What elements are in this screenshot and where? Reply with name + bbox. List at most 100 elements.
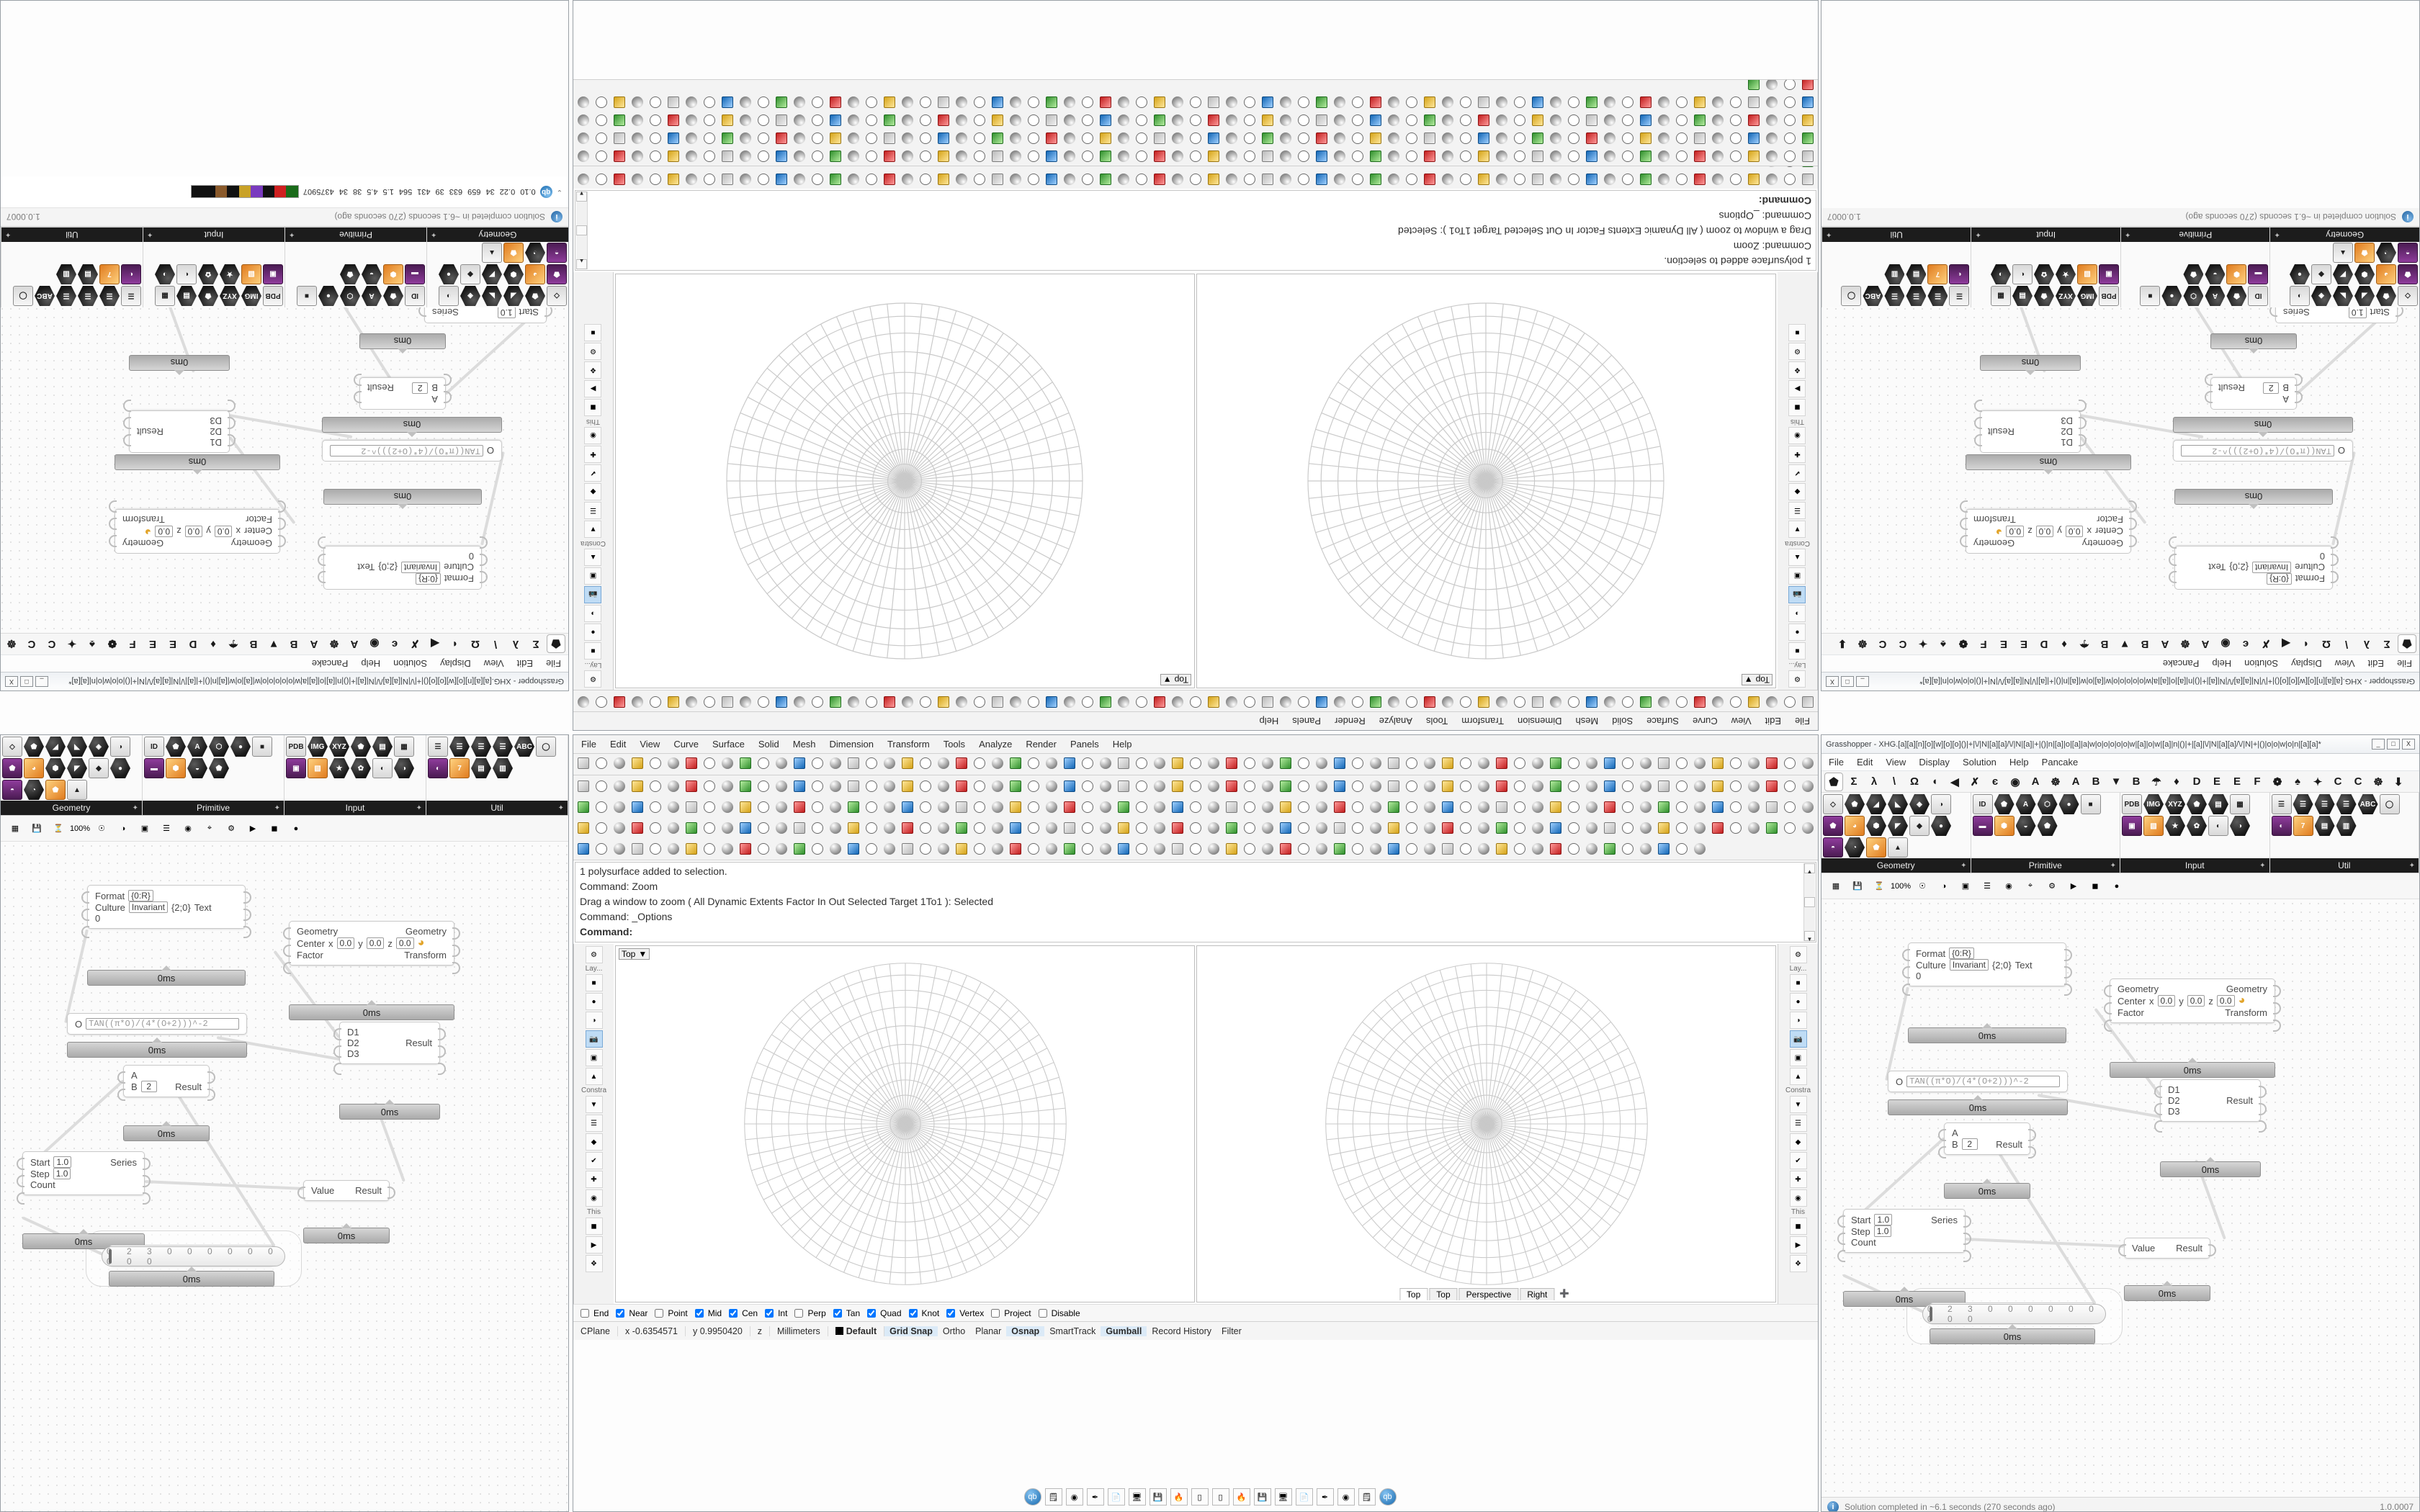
rhino-tool-icon-144[interactable] [683, 819, 700, 837]
osnap-checkbox-cen[interactable] [729, 1308, 738, 1318]
rhino-tool-icon-2[interactable] [611, 755, 628, 772]
gh-component-format-number[interactable]: Format {0:R} Culture Invariant {2;0} Text 0 [81, 885, 251, 938]
gh-tab-19[interactable]: E [169, 638, 177, 650]
rhino-tool-icon-92[interactable] [989, 798, 1006, 816]
gh-output-port-0[interactable] [243, 891, 251, 904]
rhino-tool-icon-206[interactable] [1799, 819, 1816, 837]
rhino-tool-icon-67[interactable] [1781, 778, 1798, 795]
gh-expression-expression-evaluator[interactable]: O TAN((π*O)/(4*(O+2)))^-2 [67, 1013, 247, 1035]
gh-tab-3[interactable]: \ [2344, 638, 2349, 650]
gh-component-icon-input-5[interactable]: ▦ [155, 286, 175, 306]
gh-input-port-1[interactable] [278, 518, 286, 530]
gh-component-icon-util-1[interactable]: ☰ [99, 286, 120, 306]
rhino-tool-icon-220[interactable] [1565, 94, 1582, 111]
gh-output-port-0[interactable] [2064, 949, 2072, 961]
gh-tab-0[interactable]: ⬟ [2398, 634, 2416, 654]
rhino-tool-icon-59[interactable] [1637, 755, 1654, 772]
gh-component-icon-primitive-1[interactable]: ⬟ [166, 737, 186, 757]
gh-component-division-operator[interactable]: D1 D2 Result D3 [333, 1022, 446, 1075]
rhino-tool-icon-22[interactable] [971, 755, 988, 772]
rhino-tool-icon-32[interactable] [1151, 755, 1168, 772]
rhino-toolbar-b-top[interactable] [573, 166, 1818, 189]
gh-canvas-tool-5[interactable]: ◑ [1941, 881, 1947, 891]
rhino-tool-icon-181[interactable] [1025, 112, 1042, 129]
rhino-menu-analyze[interactable]: Analyze [979, 739, 1013, 750]
viewport-label-2[interactable]: Top ▼ [1160, 674, 1191, 685]
gh-component-icon-input-7[interactable]: ▧ [2077, 264, 2097, 284]
rhino-tool-icon-29[interactable] [1277, 171, 1294, 188]
gh-tab-4[interactable]: Ω [2321, 638, 2331, 650]
rhino-tool-icon-14[interactable] [1547, 693, 1564, 711]
rhino-tool-icon-192[interactable] [827, 112, 844, 129]
gh-output-port-1[interactable] [109, 518, 117, 530]
rhino-side-icon-3[interactable]: ◑ [585, 1012, 603, 1029]
gh-component-icon-primitive-0[interactable]: ID [2248, 286, 2269, 306]
pin-icon[interactable]: ✦ [2274, 230, 2280, 239]
rhino-tool-icon-9[interactable] [1637, 148, 1654, 165]
gh-input-port-2[interactable] [2104, 1020, 2112, 1032]
rhino-tool-icon-266[interactable] [1637, 840, 1654, 858]
rhino-tool-icon-50[interactable] [899, 148, 916, 165]
gh-tab-2[interactable]: λ [2363, 638, 2370, 650]
rhino-tool-icon-58[interactable] [1619, 778, 1636, 795]
gh-tab-10[interactable]: A [2031, 775, 2040, 788]
gh-component-icon-geometry-8[interactable]: ⬢ [2354, 264, 2375, 284]
gh-tab-0[interactable]: ⬟ [547, 634, 565, 654]
osnap-checkbox-perp[interactable] [794, 1308, 804, 1318]
gh-component-icon-geometry-2[interactable]: ◢ [2354, 286, 2375, 306]
rhino-tool-icon-195[interactable] [773, 112, 790, 129]
rhino-tool-icon-64[interactable] [647, 148, 664, 165]
gh-component-icon-primitive-9[interactable]: ⬟ [2184, 264, 2204, 284]
rhino-tool-icon-162[interactable] [1367, 112, 1384, 129]
gh-component-icon-geometry-6[interactable]: ⬟ [2, 758, 22, 778]
rhino-tool-icon-5[interactable] [1709, 148, 1726, 165]
gh-tab-9[interactable]: ◉ [2220, 637, 2231, 650]
gh-tab-11[interactable]: ☸ [329, 637, 339, 650]
rhino-side-icon-10[interactable]: ✔ [584, 464, 602, 482]
rhino-tool-icon-81[interactable] [791, 798, 808, 816]
gh-param-value[interactable]: {0:R} [1949, 948, 1974, 959]
pin-icon[interactable]: ✦ [2408, 861, 2415, 870]
rhino-tool-icon-152[interactable] [827, 819, 844, 837]
rhino-tool-icon-7[interactable] [1673, 171, 1690, 188]
rhino-tool-icon-51[interactable] [1493, 755, 1510, 772]
gh-component-icon-input-9[interactable]: ✿ [2034, 264, 2054, 284]
gh-tab-11[interactable]: ☸ [2051, 775, 2061, 788]
gh-component-icon-util-0[interactable]: ☰ [1949, 286, 1970, 306]
gh-output-port-1[interactable] [2273, 1002, 2281, 1014]
rhino-tool-icon-20[interactable] [935, 755, 952, 772]
gh-component-subtraction-operator[interactable]: A B 2 Result [1938, 1122, 2036, 1158]
rhino-tool-icon-24[interactable] [1007, 755, 1024, 772]
paper-icon[interactable]: 📄 [1107, 1488, 1125, 1506]
gh-component-icon-util-8[interactable]: ▤ [471, 758, 491, 778]
rhino-tool-icon-195[interactable] [1601, 819, 1618, 837]
rhino-tool-icon-226[interactable] [1457, 94, 1474, 111]
rhino-tool-icon-54[interactable] [827, 693, 844, 711]
gh-component-icon-input-10[interactable]: ◐ [2012, 264, 2033, 284]
rhino-tool-icon-263[interactable] [791, 94, 808, 111]
rhino-tool-icon-79[interactable] [1619, 130, 1636, 147]
gh-output-port-0[interactable] [123, 434, 131, 446]
gh-tab-20[interactable]: E [2233, 775, 2241, 788]
rhino-tool-icon-252[interactable] [989, 94, 1006, 111]
rhino-tool-icon-43[interactable] [1025, 148, 1042, 165]
rhino-tool-icon-67[interactable] [593, 148, 610, 165]
rhino-tool-icon-1[interactable] [593, 778, 610, 795]
gh-component-ribbon-2[interactable]: ◇ ⬟ ◢ ◣ ◈ ◑ ⬟ ◕ ⬢ ◤ ◆ ● ◓ ◔ ⬟ ▲ Geometry ✦ ID ⬟ A ⬡ ● ■ ▬ ⬢ ◒ ⬟ Prim… [1821, 227, 2419, 307]
rhino-tool-icon-116[interactable] [953, 130, 970, 147]
osnap-checkbox-quad[interactable] [867, 1308, 877, 1318]
rhino-tool-icon-5[interactable] [1709, 693, 1726, 711]
rhino-menu-file[interactable]: File [1795, 716, 1810, 726]
rhino-tool-icon-62[interactable] [683, 148, 700, 165]
rhino-tool-icon-63[interactable] [1709, 755, 1726, 772]
gh-param-value[interactable]: {0:R} [416, 573, 441, 585]
rhino-tool-icon-32[interactable] [1223, 171, 1240, 188]
rhino-tool-icon-63[interactable] [665, 171, 682, 188]
rhino-tool-icon-208[interactable] [1781, 94, 1798, 111]
rhino-tool-icon-131[interactable] [683, 130, 700, 147]
rhino-tool-icon-183[interactable] [989, 112, 1006, 129]
rhino-tool-icon-234[interactable] [1061, 840, 1078, 858]
gh-tab-24[interactable]: ✦ [67, 637, 77, 650]
rhino-side-icon-12[interactable]: ◉ [1788, 427, 1806, 444]
gh-menu-solution[interactable]: Solution [1962, 757, 1996, 768]
